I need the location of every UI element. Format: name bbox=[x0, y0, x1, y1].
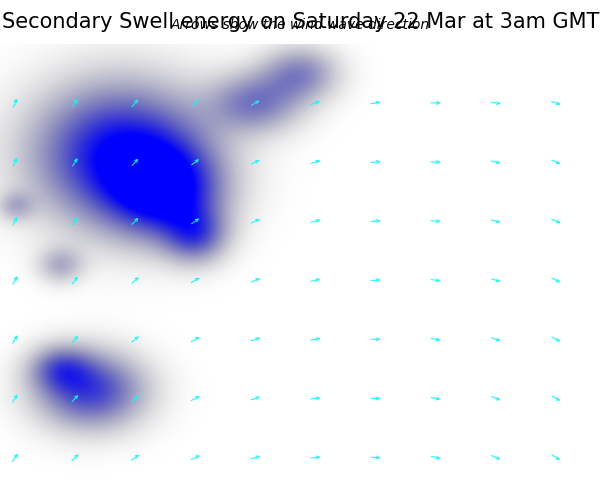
Text: Arrows show the wind wave direction: Arrows show the wind wave direction bbox=[171, 18, 430, 32]
Text: Secondary Swell energy on Saturday 22 Mar at 3am GMT: Secondary Swell energy on Saturday 22 Ma… bbox=[2, 12, 599, 32]
